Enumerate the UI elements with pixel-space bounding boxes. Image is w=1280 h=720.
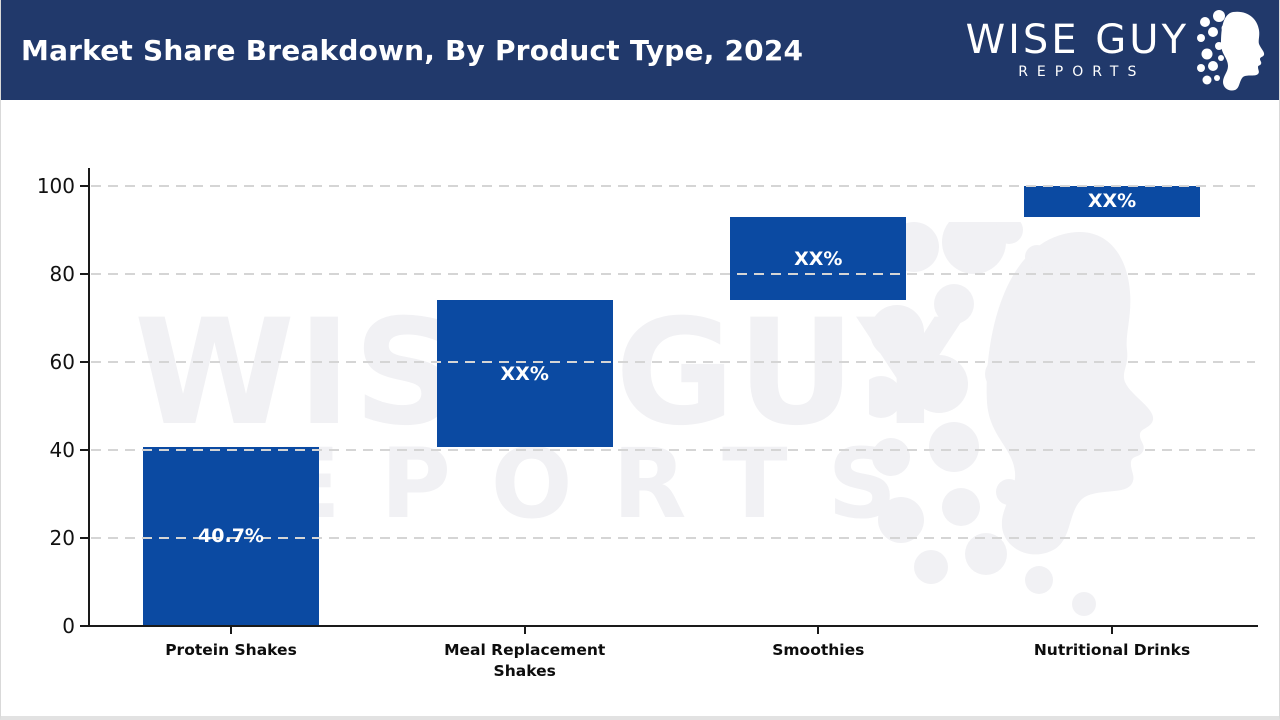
gridline bbox=[91, 185, 1255, 187]
gridline bbox=[91, 273, 1255, 275]
x-category-label: Meal Replacement Shakes bbox=[444, 641, 606, 680]
bar-value-label: XX% bbox=[500, 362, 549, 385]
x-axis-line bbox=[88, 625, 1258, 627]
x-category-label: Protein Shakes bbox=[165, 641, 297, 659]
x-tick-mark bbox=[523, 627, 526, 634]
page-title: Market Share Breakdown, By Product Type,… bbox=[21, 33, 804, 67]
brand-logo-text: WISE GUY REPORTS bbox=[966, 20, 1189, 80]
x-category-label: Nutritional Drinks bbox=[1033, 641, 1191, 659]
bar-value-label: 40.7% bbox=[198, 525, 264, 548]
brand-name: WISE GUY bbox=[965, 17, 1189, 63]
y-tick-mark bbox=[80, 185, 88, 187]
x-category-label: Smoothies bbox=[772, 641, 865, 659]
y-tick-label: 60 bbox=[49, 350, 75, 374]
x-tick-mark bbox=[817, 627, 820, 634]
gridline bbox=[91, 449, 1255, 451]
y-tick-mark bbox=[80, 625, 88, 627]
gridline bbox=[91, 361, 1255, 363]
bar-segment bbox=[1024, 186, 1200, 217]
y-tick-mark bbox=[80, 361, 88, 363]
brand-subname: REPORTS bbox=[1018, 64, 1146, 80]
y-tick-label: 100 bbox=[36, 174, 75, 198]
gridline bbox=[91, 537, 1255, 539]
x-tick-mark bbox=[230, 627, 232, 634]
brand-logo: WISE GUY REPORTS bbox=[966, 8, 1279, 92]
y-tick-label: 80 bbox=[49, 262, 75, 286]
bar-value-label: XX% bbox=[794, 247, 843, 270]
header-bar: Market Share Breakdown, By Product Type,… bbox=[1, 0, 1279, 100]
y-tick-label: 0 bbox=[62, 614, 75, 638]
x-tick-mark bbox=[1111, 627, 1113, 634]
brand-face-icon bbox=[1197, 10, 1265, 91]
watermark-face-icon bbox=[869, 222, 1154, 616]
y-tick-mark bbox=[80, 537, 88, 539]
y-tick-mark bbox=[80, 273, 88, 275]
y-tick-label: 40 bbox=[49, 438, 75, 462]
y-tick-mark bbox=[80, 449, 88, 451]
bar-segment bbox=[730, 216, 907, 301]
bar-segment bbox=[143, 446, 319, 626]
bar-value-label: XX% bbox=[1087, 190, 1137, 213]
y-axis-line bbox=[88, 168, 90, 627]
y-tick-label: 20 bbox=[49, 526, 75, 550]
bar-segment bbox=[436, 300, 613, 447]
